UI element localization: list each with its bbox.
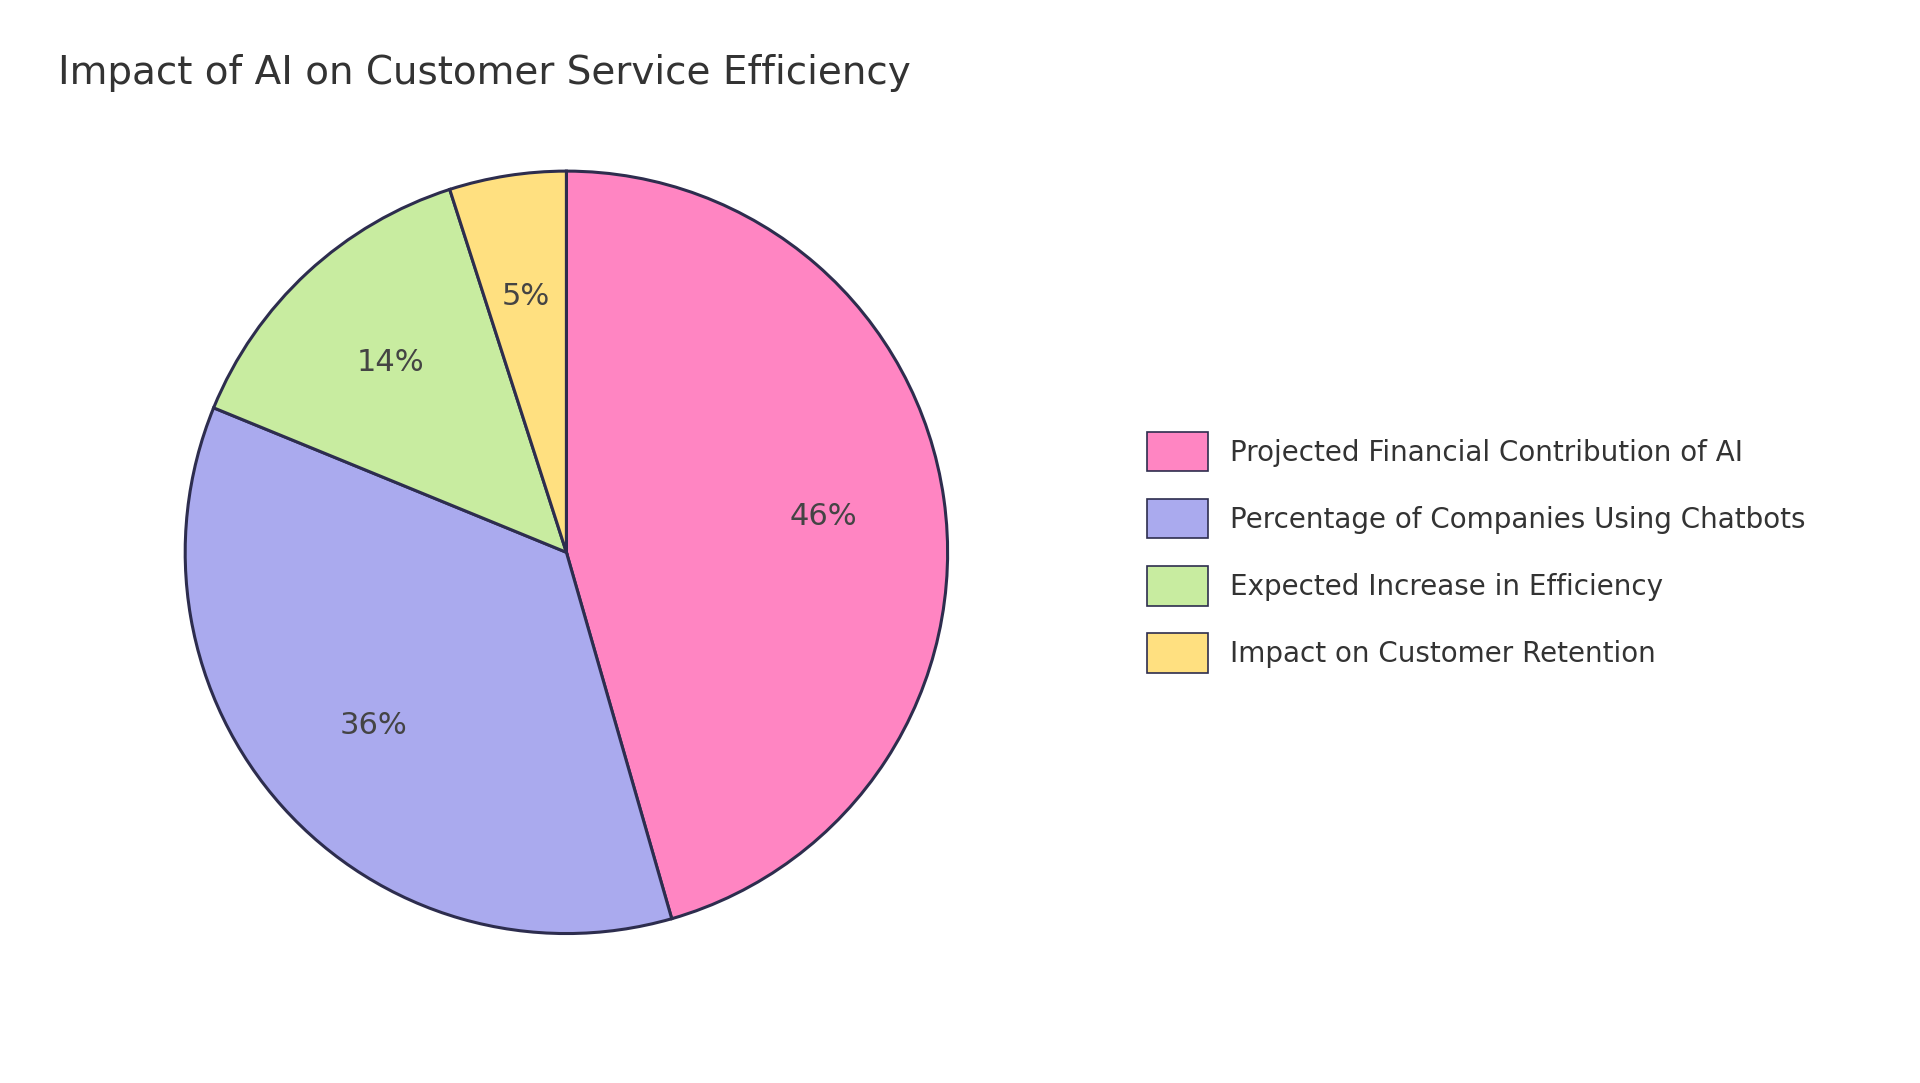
Text: 46%: 46% <box>789 501 856 531</box>
Text: 14%: 14% <box>357 348 424 377</box>
Wedge shape <box>449 171 566 552</box>
Wedge shape <box>566 171 948 918</box>
Text: Impact of AI on Customer Service Efficiency: Impact of AI on Customer Service Efficie… <box>58 54 910 92</box>
Text: 36%: 36% <box>340 710 407 740</box>
Wedge shape <box>213 190 566 552</box>
Text: 5%: 5% <box>503 282 551 311</box>
Wedge shape <box>184 408 672 934</box>
Legend: Projected Financial Contribution of AI, Percentage of Companies Using Chatbots, : Projected Financial Contribution of AI, … <box>1133 418 1820 687</box>
